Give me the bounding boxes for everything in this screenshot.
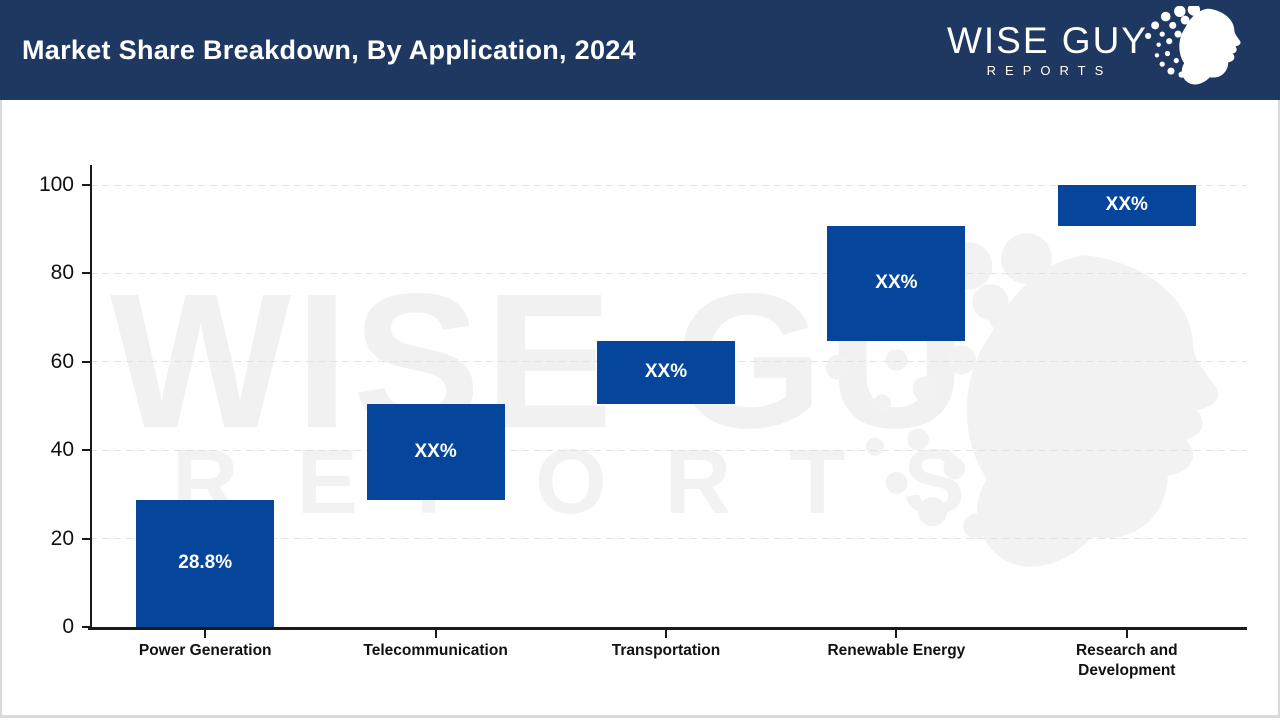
y-tick-mark — [82, 184, 90, 186]
y-tick-mark — [82, 537, 90, 540]
x-category-label: Transportation — [611, 642, 721, 659]
y-tick-mark — [82, 272, 90, 275]
x-category-label: Renewable Energy — [827, 642, 966, 659]
y-axis-line — [90, 165, 92, 629]
header-bar: Market Share Breakdown, By Application, … — [0, 0, 1280, 100]
y-tick-label: 100 — [38, 173, 74, 196]
bar-value-label: XX% — [1105, 194, 1148, 216]
x-category-label: Telecommunication — [363, 642, 508, 659]
logo-wordmark: WISE GUY REPORTS — [947, 22, 1148, 78]
y-tick-label: 60 — [50, 349, 74, 373]
gridline-40 — [90, 449, 1247, 451]
bar-value-label: XX% — [414, 440, 457, 462]
gridline-80 — [90, 272, 1247, 274]
bar-telecommunication: XX% — [366, 404, 505, 500]
gridline-20 — [90, 538, 1247, 540]
logo-face-icon — [1134, 6, 1252, 94]
x-tick-mark — [1125, 630, 1128, 638]
y-tick-label: 20 — [50, 526, 74, 550]
page-title: Market Share Breakdown, By Application, … — [22, 34, 636, 65]
y-tick-label: 0 — [62, 615, 74, 638]
y-tick-label: 40 — [50, 438, 74, 462]
y-tick-mark — [82, 626, 90, 628]
bar-research-and-development: XX% — [1057, 185, 1196, 226]
y-tick-mark — [82, 360, 90, 363]
x-tick-mark — [434, 630, 437, 638]
bar-power-generation: 28.8% — [136, 499, 275, 627]
bar-value-label: XX% — [644, 361, 688, 383]
bar-transportation: XX% — [597, 340, 735, 405]
chart-card: WISE GUY REPORTS 02040608010028.8%Power … — [0, 100, 1280, 718]
x-tick-mark — [895, 630, 898, 638]
waterfall-chart: 0 20 40 60 80 100 28.8% Power Generation XX% Tele… — [2, 100, 1278, 715]
bar-renewable-energy: XX% — [827, 225, 966, 341]
bar-value-label: 28.8% — [178, 552, 233, 574]
x-axis-line — [88, 627, 1247, 630]
y-tick-mark — [82, 449, 90, 452]
bar-value-label: XX% — [875, 272, 918, 294]
x-tick-mark — [665, 630, 667, 638]
x-tick-mark — [204, 630, 207, 638]
gridline-100 — [90, 184, 1247, 186]
brand-logo: WISE GUY REPORTS — [947, 6, 1252, 94]
watermark-subtext: REPORTS — [172, 431, 1023, 533]
x-category-label: Power Generation — [138, 642, 272, 659]
x-category-label: Research and Development — [1075, 642, 1178, 680]
logo-subtitle-text: REPORTS — [986, 63, 1113, 78]
y-tick-label: 80 — [50, 261, 74, 285]
logo-name-text: WISE GUY — [946, 20, 1148, 61]
